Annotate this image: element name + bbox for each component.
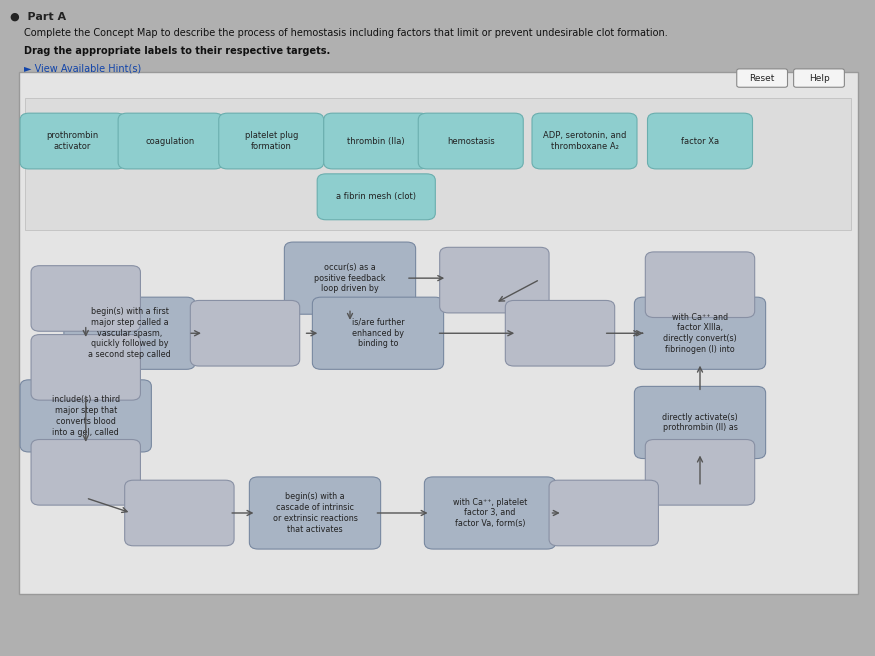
Text: prothrombin
activator: prothrombin activator — [46, 131, 99, 151]
FancyBboxPatch shape — [284, 242, 416, 314]
FancyBboxPatch shape — [24, 98, 850, 230]
Text: Reset: Reset — [749, 73, 775, 83]
FancyBboxPatch shape — [646, 252, 754, 318]
FancyBboxPatch shape — [550, 480, 659, 546]
Text: with Ca⁺⁺ and
factor XIIIa,
directly convert(s)
fibrinogen (I) into: with Ca⁺⁺ and factor XIIIa, directly con… — [663, 313, 737, 354]
FancyBboxPatch shape — [219, 113, 324, 169]
FancyBboxPatch shape — [648, 113, 752, 169]
FancyBboxPatch shape — [20, 380, 151, 452]
FancyBboxPatch shape — [324, 113, 429, 169]
Text: ► View Available Hint(s): ► View Available Hint(s) — [24, 64, 142, 73]
Text: Complete the Concept Map to describe the process of hemostasis including factors: Complete the Concept Map to describe the… — [24, 28, 668, 37]
FancyBboxPatch shape — [124, 480, 234, 546]
FancyBboxPatch shape — [424, 477, 556, 549]
FancyBboxPatch shape — [31, 335, 140, 400]
Text: a fibrin mesh (clot): a fibrin mesh (clot) — [336, 192, 416, 201]
Text: directly activate(s)
prothrombin (II) as: directly activate(s) prothrombin (II) as — [662, 413, 738, 432]
FancyBboxPatch shape — [191, 300, 299, 366]
Text: ADP, serotonin, and
thromboxane A₂: ADP, serotonin, and thromboxane A₂ — [542, 131, 626, 151]
FancyBboxPatch shape — [737, 69, 788, 87]
FancyBboxPatch shape — [418, 113, 523, 169]
Text: hemostasis: hemostasis — [447, 136, 494, 146]
FancyBboxPatch shape — [532, 113, 637, 169]
FancyBboxPatch shape — [20, 113, 125, 169]
Text: include(s) a third
major step that
converts blood
into a gel, called: include(s) a third major step that conve… — [52, 396, 120, 436]
Text: factor Xa: factor Xa — [681, 136, 719, 146]
FancyBboxPatch shape — [794, 69, 844, 87]
FancyBboxPatch shape — [64, 297, 195, 369]
FancyBboxPatch shape — [506, 300, 614, 366]
Text: platelet plug
formation: platelet plug formation — [245, 131, 298, 151]
FancyBboxPatch shape — [31, 440, 140, 505]
FancyBboxPatch shape — [634, 297, 766, 369]
FancyBboxPatch shape — [249, 477, 381, 549]
FancyBboxPatch shape — [19, 72, 858, 594]
Text: occur(s) as a
positive feedback
loop driven by: occur(s) as a positive feedback loop dri… — [314, 263, 386, 293]
Text: thrombin (IIa): thrombin (IIa) — [347, 136, 405, 146]
FancyBboxPatch shape — [118, 113, 223, 169]
Text: is/are further
enhanced by
binding to: is/are further enhanced by binding to — [352, 318, 404, 348]
Text: Drag the appropriate labels to their respective targets.: Drag the appropriate labels to their res… — [24, 46, 331, 56]
Text: begin(s) with a first
major step called a
vascular spasm,
quickly followed by
a : begin(s) with a first major step called … — [88, 307, 171, 359]
FancyBboxPatch shape — [439, 247, 550, 313]
FancyBboxPatch shape — [634, 386, 766, 459]
FancyBboxPatch shape — [318, 174, 436, 220]
FancyBboxPatch shape — [312, 297, 444, 369]
Text: with Ca⁺⁺, platelet
factor 3, and
factor Va, form(s): with Ca⁺⁺, platelet factor 3, and factor… — [453, 498, 527, 528]
FancyBboxPatch shape — [31, 266, 140, 331]
FancyBboxPatch shape — [646, 440, 754, 505]
Text: begin(s) with a
cascade of intrinsic
or extrinsic reactions
that activates: begin(s) with a cascade of intrinsic or … — [273, 493, 358, 533]
Text: coagulation: coagulation — [146, 136, 195, 146]
Text: Help: Help — [808, 73, 829, 83]
Text: ●  Part A: ● Part A — [10, 12, 66, 22]
